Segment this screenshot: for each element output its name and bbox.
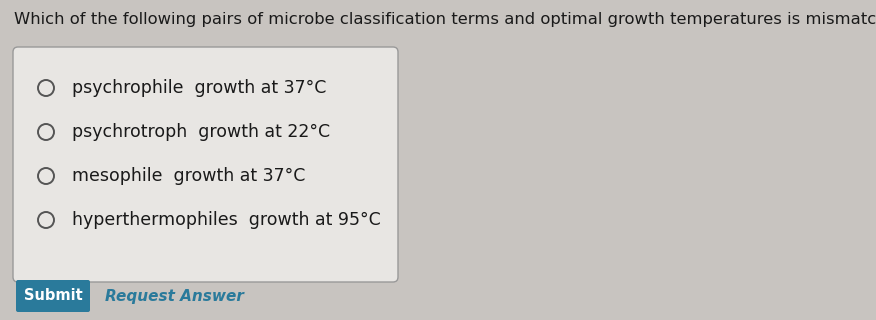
Text: psychrotroph  growth at 22°C: psychrotroph growth at 22°C xyxy=(72,123,330,141)
Circle shape xyxy=(38,168,54,184)
Circle shape xyxy=(38,80,54,96)
FancyBboxPatch shape xyxy=(16,280,90,312)
FancyBboxPatch shape xyxy=(13,47,398,282)
Text: Which of the following pairs of microbe classification terms and optimal growth : Which of the following pairs of microbe … xyxy=(14,12,876,27)
Text: mesophile  growth at 37°C: mesophile growth at 37°C xyxy=(72,167,306,185)
Text: psychrophile  growth at 37°C: psychrophile growth at 37°C xyxy=(72,79,327,97)
Circle shape xyxy=(38,212,54,228)
Text: hyperthermophiles  growth at 95°C: hyperthermophiles growth at 95°C xyxy=(72,211,381,229)
Text: Request Answer: Request Answer xyxy=(105,289,244,303)
Circle shape xyxy=(38,124,54,140)
Text: Submit: Submit xyxy=(24,289,82,303)
